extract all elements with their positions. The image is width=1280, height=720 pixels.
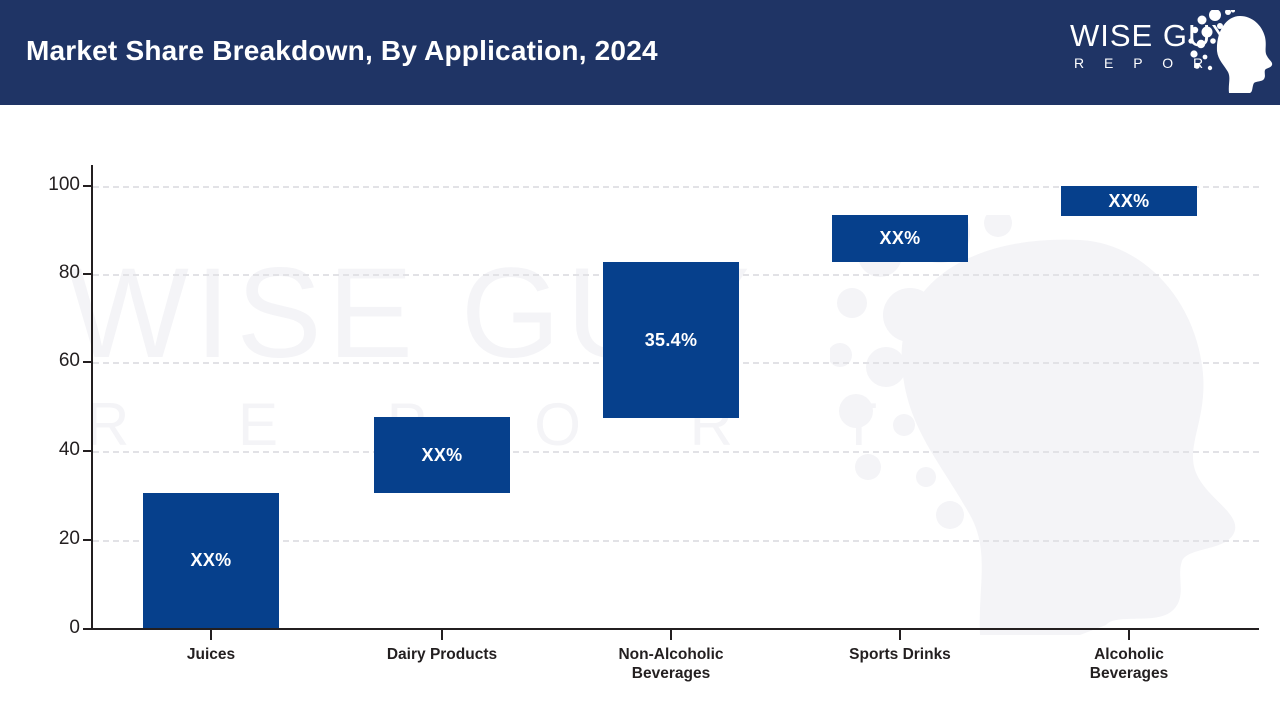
- ytick-label-100: 100: [48, 174, 80, 195]
- bar-label-juices: XX%: [190, 550, 232, 570]
- page-header: Market Share Breakdown, By Application, …: [0, 0, 1280, 102]
- bar-label-non-alcoholic-beverages: 35.4%: [644, 329, 698, 350]
- y-axis-line: [91, 165, 93, 630]
- head-dots-icon: [1188, 10, 1273, 93]
- xtick-mark-sports-drinks: [899, 630, 901, 640]
- bar-label-sports-drinks: XX%: [879, 228, 921, 248]
- logo-wordmark-line2: R E P O R T S: [1074, 55, 1269, 71]
- gridline-40: [93, 451, 1259, 453]
- gridline-100: [93, 186, 1259, 188]
- bar-label-alcoholic-beverages: XX%: [1108, 190, 1150, 211]
- header-divider: [0, 102, 1280, 105]
- ytick-mark-60: [83, 361, 93, 363]
- bar-juices[interactable]: XX%: [143, 493, 279, 628]
- wise-guy-reports-logo: WISE GUY R E P O R T S: [1064, 8, 1274, 94]
- xtick-mark-juices: [210, 630, 212, 640]
- ytick-label-60: 60: [58, 350, 80, 371]
- gridline-20: [93, 540, 1259, 542]
- xtick-label-non-alcoholic-beverages: Non-Alcoholic Beverages: [618, 646, 724, 683]
- bar-non-alcoholic-beverages[interactable]: 35.4%: [603, 262, 739, 418]
- bar-label-dairy-products: XX%: [421, 444, 463, 465]
- ytick-label-0: 0: [69, 617, 80, 638]
- xtick-mark-alcoholic-beverages: [1128, 630, 1130, 640]
- chart-plot-area: WISE GUY R E P O R T S: [0, 105, 1280, 720]
- ytick-mark-0: [83, 628, 93, 630]
- watermark-head-icon: [830, 215, 1236, 635]
- ytick-mark-40: [83, 450, 93, 452]
- watermark-line1: WISE GUY: [68, 242, 757, 385]
- xtick-label-dairy-products: Dairy Products: [386, 646, 498, 663]
- xtick-mark-non-alcoholic-beverages: [670, 630, 672, 640]
- ytick-label-20: 20: [58, 528, 80, 549]
- xtick-label-alcoholic-beverages: Alcoholic Beverages: [1089, 646, 1169, 683]
- ytick-mark-80: [83, 273, 93, 275]
- bar-alcoholic-beverages[interactable]: XX%: [1061, 186, 1197, 216]
- ytick-label-80: 80: [58, 262, 80, 283]
- ytick-label-40: 40: [58, 439, 80, 460]
- page-title: Market Share Breakdown, By Application, …: [26, 35, 658, 66]
- bar-dairy-products[interactable]: XX%: [374, 417, 510, 493]
- xtick-mark-dairy-products: [441, 630, 443, 640]
- bar-sports-drinks[interactable]: XX%: [832, 215, 968, 262]
- x-axis-line: [91, 628, 1259, 630]
- ytick-mark-20: [83, 539, 93, 541]
- xtick-label-sports-drinks: Sports Drinks: [849, 646, 951, 663]
- ytick-mark-100: [83, 185, 93, 187]
- xtick-label-juices: Juices: [186, 646, 236, 663]
